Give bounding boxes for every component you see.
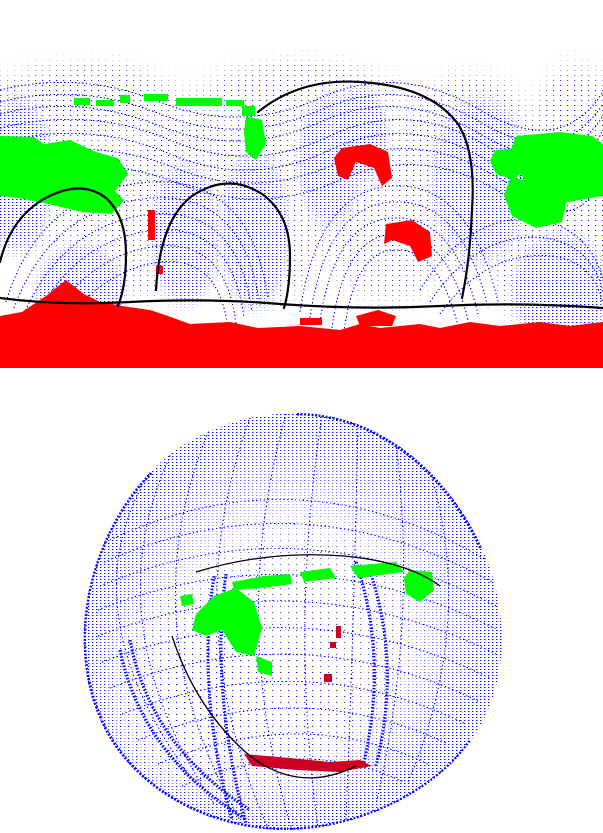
globe-contours: [171, 554, 441, 779]
map-contours: [0, 80, 603, 310]
map-field-lines: [0, 40, 603, 340]
map-basal-band: [0, 280, 603, 368]
globe-panel: [0, 390, 603, 833]
globe-sphere: [83, 413, 502, 830]
globe-plot-svg: [0, 390, 603, 833]
map-red-regions: [148, 144, 432, 274]
map-plot-svg: [0, 40, 603, 368]
globe-green-regions: [180, 562, 434, 676]
map-green-regions: [0, 94, 603, 228]
globe-red-regions: [244, 626, 372, 772]
map-panel: [0, 40, 603, 368]
